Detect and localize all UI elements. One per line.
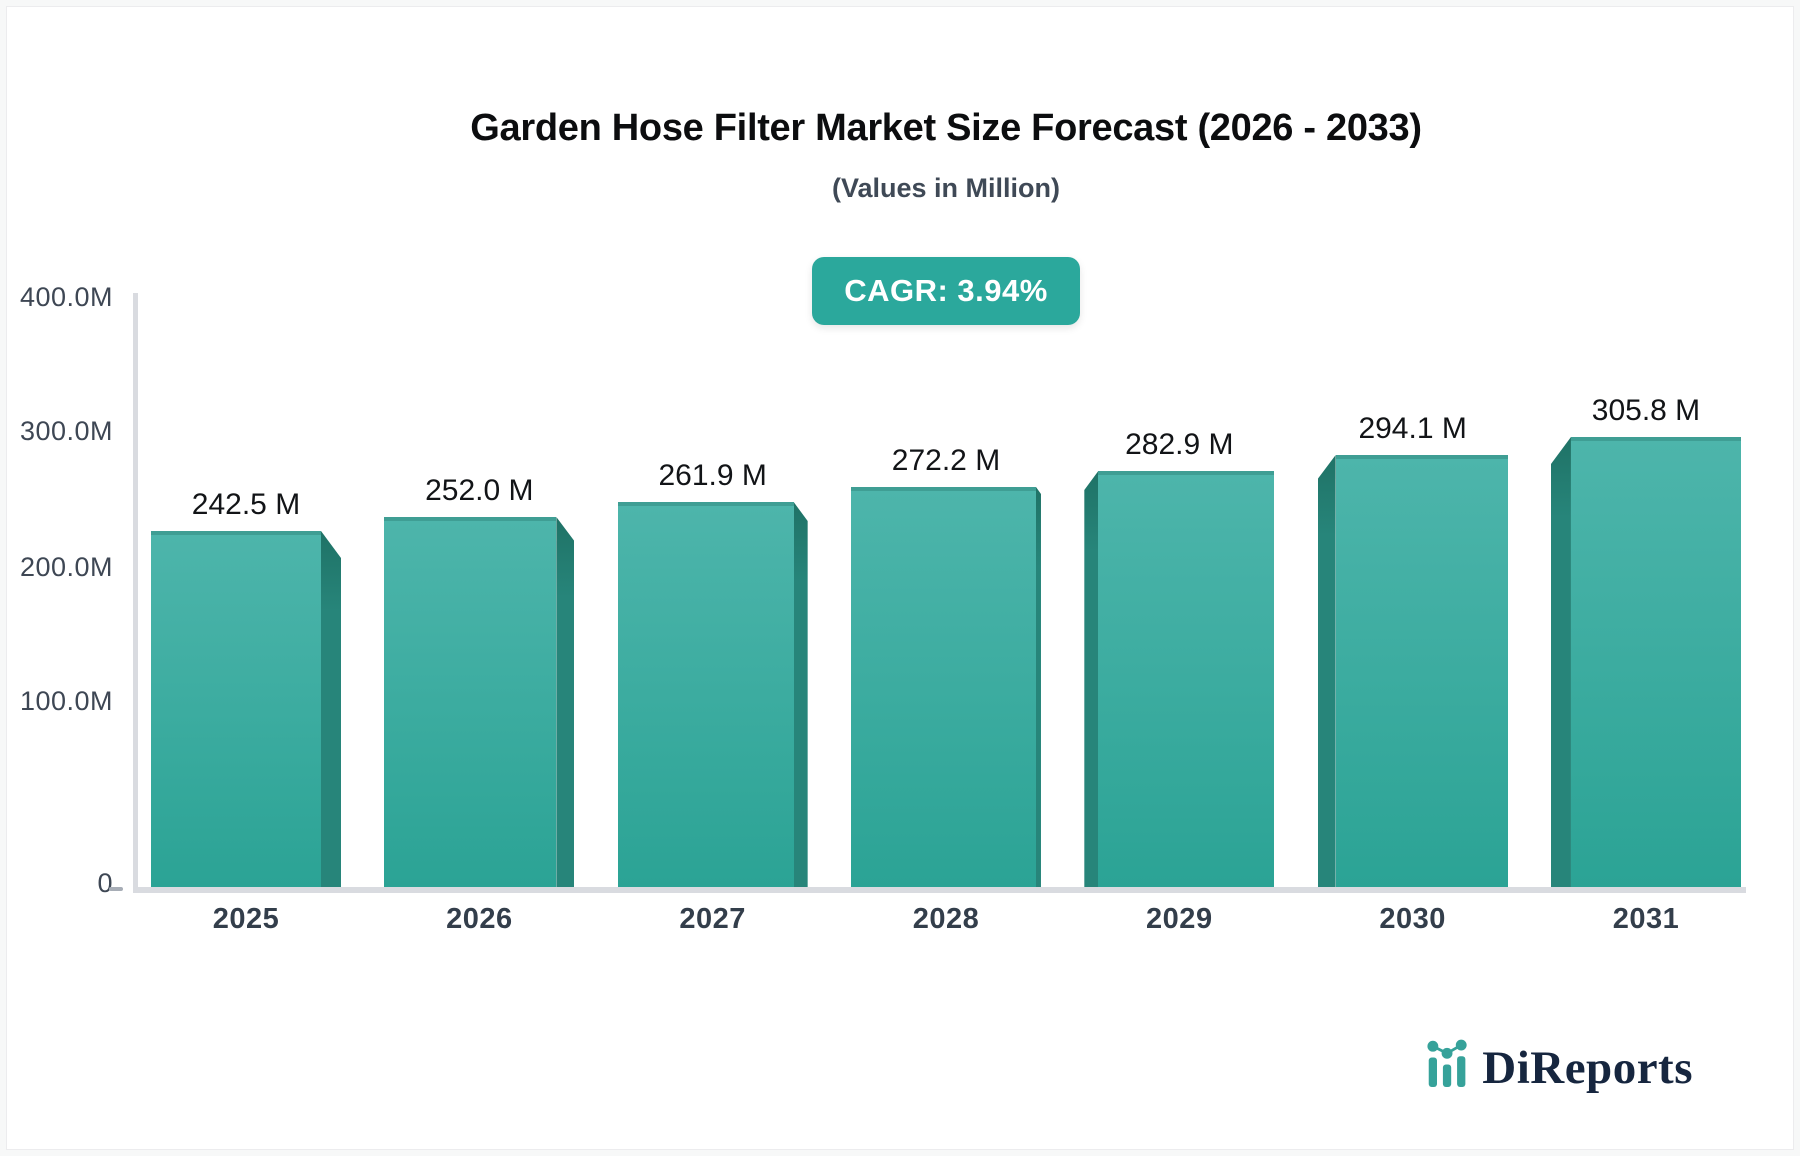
x-axis-label-2031: 2031 bbox=[1612, 903, 1680, 935]
chart-subtitle: (Values in Million) bbox=[831, 173, 1061, 203]
bars-row: 242.5 M 2025 252.0 M 2026 261.9 M 2027 272.2 M… bbox=[151, 299, 1741, 935]
y-axis-line bbox=[133, 293, 138, 892]
y-tick-label: 300.0M bbox=[19, 416, 113, 446]
bar-value-label: 294.1 M bbox=[1358, 412, 1467, 445]
bar-2026[interactable]: 252.0 M 2026 bbox=[384, 474, 575, 935]
bar-side-face bbox=[321, 531, 341, 887]
bar-value-label: 242.5 M bbox=[191, 488, 301, 521]
y-tick-label: 0 bbox=[97, 868, 113, 898]
bar-main-face bbox=[151, 531, 321, 887]
bar-main-face bbox=[617, 502, 794, 887]
x-axis-label-2029: 2029 bbox=[1146, 903, 1213, 935]
bar-value-label: 282.9 M bbox=[1125, 428, 1234, 461]
report-card: Garden Hose Filter Market Size Forecast … bbox=[6, 6, 1794, 1150]
x-axis-label-2027: 2027 bbox=[679, 903, 746, 935]
bar-chart-logo-icon bbox=[1427, 1039, 1467, 1087]
x-axis-label-2030: 2030 bbox=[1379, 903, 1446, 935]
x-axis-label-2028: 2028 bbox=[912, 903, 980, 935]
bar-side-face bbox=[1317, 455, 1336, 887]
bar-side-face bbox=[1084, 471, 1099, 887]
x-axis-label-2026: 2026 bbox=[446, 903, 513, 935]
y-tick-label: 100.0M bbox=[19, 686, 113, 716]
bar-value-label: 252.0 M bbox=[425, 474, 534, 507]
bar-2025[interactable]: 242.5 M 2025 bbox=[151, 488, 341, 935]
zero-tick-mark bbox=[109, 887, 123, 891]
bar-2030[interactable]: 294.1 M 2030 bbox=[1317, 412, 1508, 935]
bar-side-face bbox=[793, 502, 808, 887]
bar-2028[interactable]: 272.2 M 2028 bbox=[850, 444, 1041, 935]
y-tick-label: 400.0M bbox=[19, 282, 113, 312]
bar-value-label: 272.2 M bbox=[891, 444, 1001, 477]
bar-value-label: 261.9 M bbox=[658, 459, 767, 492]
bar-main-face bbox=[850, 487, 1036, 887]
y-tick-label: 200.0M bbox=[19, 552, 113, 582]
bar-2029[interactable]: 282.9 M 2029 bbox=[1084, 428, 1275, 935]
bar-main-face bbox=[1098, 471, 1275, 887]
x-axis-baseline bbox=[133, 887, 1746, 893]
chart-title: Garden Hose Filter Market Size Forecast … bbox=[470, 107, 1422, 149]
bar-2027[interactable]: 261.9 M 2027 bbox=[617, 459, 808, 935]
bar-2031[interactable]: 305.8 M 2031 bbox=[1550, 394, 1741, 935]
bar-side-face bbox=[1550, 437, 1571, 887]
logo-text: DiReports bbox=[1482, 1042, 1693, 1094]
cagr-badge-band: CAGR: 3.94% bbox=[151, 257, 1741, 325]
bar-main-face bbox=[1335, 455, 1508, 887]
bar-main-face bbox=[1570, 437, 1741, 887]
bar-main-face bbox=[384, 517, 557, 887]
cagr-badge: CAGR: 3.94% bbox=[812, 257, 1080, 325]
bar-value-label: 305.8 M bbox=[1591, 394, 1701, 427]
y-axis: 400.0M 300.0M 200.0M 100.0M 0 bbox=[7, 7, 113, 907]
bar-side-face bbox=[1035, 487, 1041, 887]
x-axis-label-2025: 2025 bbox=[212, 903, 280, 935]
bar-side-face bbox=[556, 517, 575, 887]
direports-logo[interactable]: DiReports bbox=[1426, 1035, 1693, 1092]
